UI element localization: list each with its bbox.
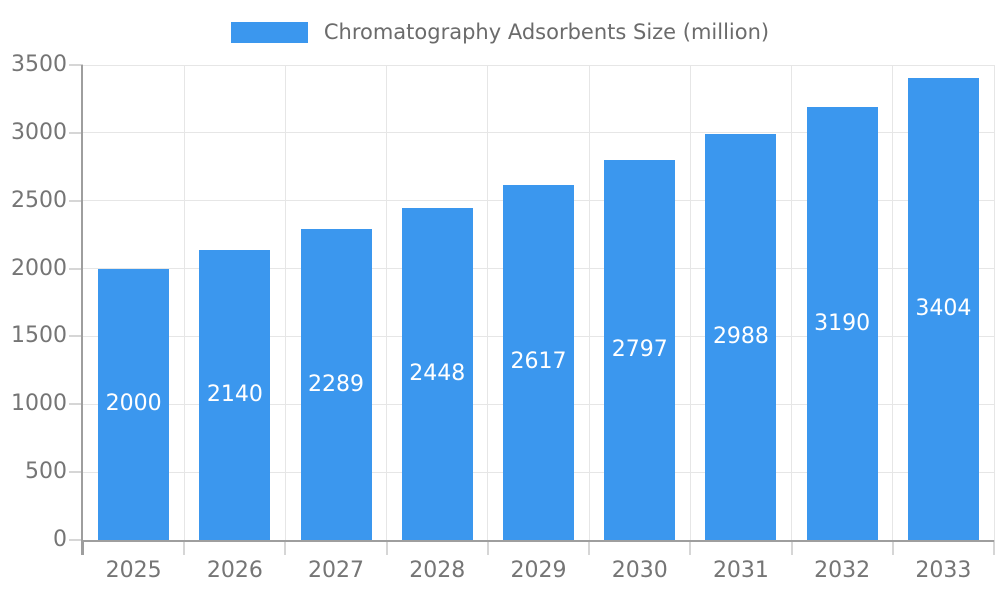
- y-axis-label: 500: [25, 459, 67, 485]
- bar[interactable]: [806, 107, 878, 540]
- x-gridline: [487, 65, 489, 540]
- y-tick: [69, 539, 83, 541]
- y-tick: [69, 403, 83, 406]
- x-axis-label: 2030: [611, 558, 668, 583]
- bar[interactable]: [98, 268, 170, 540]
- x-tick: [486, 540, 489, 555]
- y-tick: [69, 131, 83, 134]
- x-gridline: [183, 65, 185, 540]
- bar-value-label: 2988: [712, 324, 769, 350]
- bar[interactable]: [199, 249, 271, 540]
- x-gridline: [284, 65, 286, 540]
- bar[interactable]: [705, 134, 777, 540]
- x-gridline: [892, 65, 894, 540]
- legend[interactable]: Chromatography Adsorbents Size (million): [0, 21, 1000, 43]
- bar[interactable]: [503, 184, 574, 540]
- x-axis-label: 2027: [308, 558, 365, 583]
- x-tick: [790, 540, 793, 555]
- y-tick: [69, 335, 83, 338]
- y-tick: [69, 471, 83, 474]
- y-tick: [69, 267, 83, 270]
- bar[interactable]: [401, 207, 473, 540]
- y-axis-label: 1000: [11, 391, 67, 417]
- y-axis-label: 0: [53, 527, 67, 552]
- x-gridline: [689, 65, 691, 540]
- x-axis-label: 2031: [712, 558, 769, 583]
- x-axis-label: 2025: [105, 558, 162, 583]
- bar[interactable]: [300, 229, 372, 540]
- x-axis-label: 2026: [206, 558, 263, 583]
- bar-value-label: 2797: [611, 337, 668, 363]
- x-gridline: [993, 65, 995, 540]
- x-axis-label: 2029: [510, 558, 567, 583]
- bar-value-label: 2289: [308, 371, 365, 397]
- legend-swatch: [230, 21, 308, 43]
- y-axis-label: 2500: [11, 187, 67, 213]
- bar[interactable]: [907, 78, 979, 540]
- x-gridline: [791, 65, 793, 540]
- y-axis-line: [81, 65, 83, 555]
- y-tick: [69, 199, 83, 202]
- y-axis-label: 2000: [11, 255, 67, 281]
- x-tick: [284, 540, 287, 555]
- y-gridline: [83, 132, 994, 134]
- x-tick: [588, 540, 591, 555]
- y-axis-label: 3500: [11, 52, 67, 77]
- x-tick: [689, 540, 692, 555]
- bar-value-label: 2448: [409, 360, 466, 386]
- x-axis-label: 2033: [915, 558, 972, 583]
- legend-label: Chromatography Adsorbents Size (million): [323, 20, 770, 44]
- x-tick: [385, 540, 388, 555]
- y-axis-label: 1500: [11, 323, 67, 349]
- y-axis-label: 3000: [11, 119, 67, 145]
- x-tick: [183, 540, 186, 555]
- x-axis-line: [81, 540, 994, 542]
- bar[interactable]: [604, 160, 676, 540]
- x-axis-label: 2032: [814, 558, 871, 583]
- bar-value-label: 2140: [206, 381, 263, 407]
- y-gridline: [83, 64, 994, 66]
- x-tick: [82, 540, 84, 555]
- x-gridline: [386, 65, 388, 540]
- x-tick: [891, 540, 894, 555]
- x-tick: [993, 540, 995, 555]
- bar-value-label: 3190: [814, 310, 871, 336]
- bar-value-label: 2617: [510, 349, 567, 375]
- bar-value-label: 3404: [915, 296, 972, 321]
- bar-value-label: 2000: [105, 391, 162, 417]
- x-axis-label: 2028: [409, 558, 466, 583]
- x-gridline: [588, 65, 590, 540]
- y-tick: [69, 64, 83, 66]
